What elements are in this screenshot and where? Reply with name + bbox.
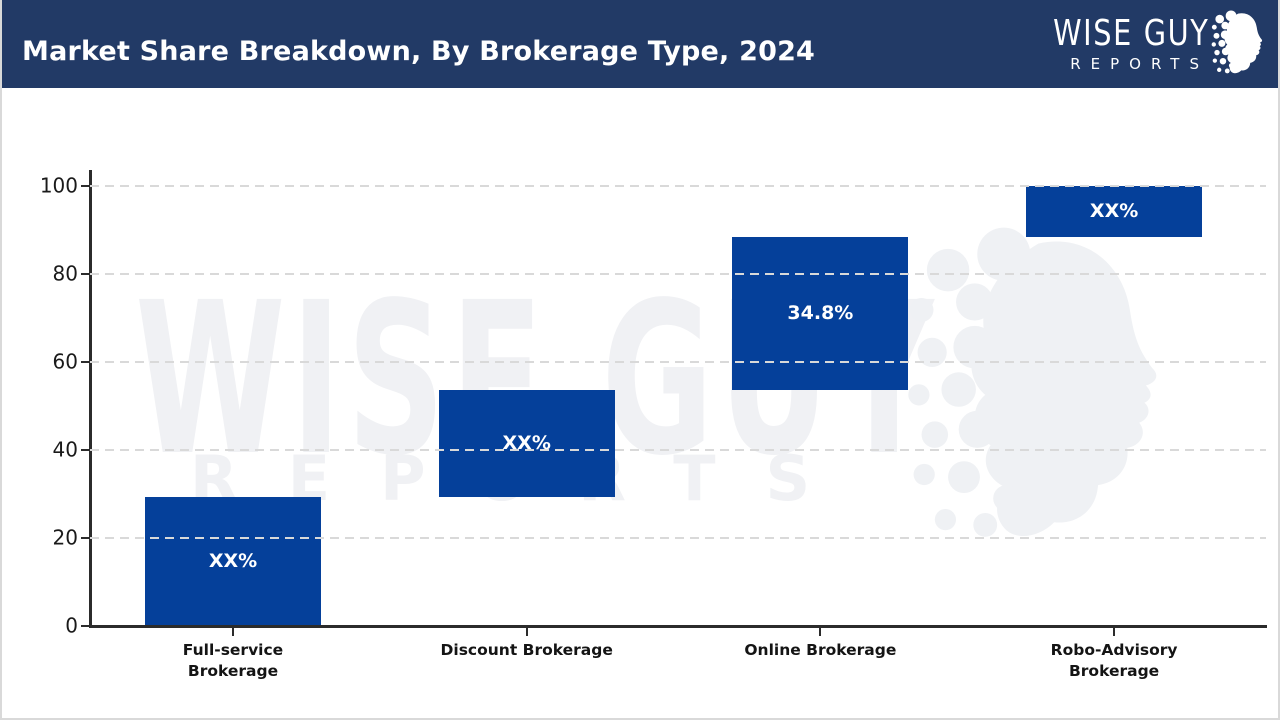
category-tick-line: Full-service: [182, 641, 284, 659]
category-tick-line: Brokerage: [187, 662, 279, 680]
category-tick-line: Brokerage: [1068, 662, 1160, 680]
y-tick-label: 100: [39, 173, 78, 198]
bar-value-label: XX%: [208, 550, 258, 573]
category-tick-line: Robo-Advisory: [1050, 641, 1178, 659]
bar-segment: [438, 389, 615, 497]
y-tick-label: 0: [65, 613, 78, 638]
bar-segment: [1026, 186, 1203, 237]
category-tick-label: Online Brokerage: [673, 640, 967, 661]
bar-value-label: 34.8%: [787, 302, 854, 325]
y-tick-mark: [81, 185, 90, 187]
logo-reports-text: REPORTS: [1070, 55, 1209, 73]
header-bar: Market Share Breakdown, By Brokerage Typ…: [2, 0, 1278, 88]
bar-value-label: XX%: [502, 432, 551, 455]
brand-logo: WISE GUY REPORTS: [1014, 16, 1210, 72]
gridline: [90, 185, 1266, 187]
y-tick-label: 60: [52, 349, 78, 374]
x-tick-mark: [525, 628, 528, 636]
bar-segment: [145, 496, 321, 626]
y-tick-mark: [81, 625, 90, 627]
gridline: [90, 361, 1266, 363]
x-tick-mark: [232, 628, 234, 636]
gridline: [90, 537, 1266, 539]
gridline: [90, 273, 1266, 275]
watermark-face-icon: [882, 225, 1184, 570]
y-tick-mark: [81, 361, 90, 363]
y-tick-label: 80: [52, 261, 78, 286]
logo-wordmark: WISE GUY: [1052, 13, 1209, 54]
logo-face-icon: [1210, 8, 1264, 82]
chart-title: Market Share Breakdown, By Brokerage Typ…: [22, 36, 816, 67]
y-tick-label: 20: [52, 525, 78, 550]
x-tick-mark: [819, 628, 822, 636]
category-tick-label: Discount Brokerage: [380, 640, 674, 661]
bar-value-label: XX%: [1089, 200, 1139, 223]
category-tick-label: Robo-Advisory Brokerage: [967, 640, 1261, 682]
bar-segment: [732, 236, 909, 390]
y-tick-mark: [81, 537, 90, 539]
x-axis-line: [89, 625, 1267, 628]
gridline: [90, 449, 1266, 451]
category-tick-label: Full-service Brokerage: [86, 640, 380, 682]
y-tick-mark: [81, 449, 90, 451]
y-tick-mark: [81, 273, 90, 275]
category-tick-line: Online Brokerage: [744, 641, 897, 659]
x-tick-mark: [1113, 628, 1116, 636]
category-tick-line: Discount Brokerage: [440, 641, 613, 659]
y-axis-line: [89, 170, 92, 627]
y-tick-label: 40: [52, 437, 78, 462]
